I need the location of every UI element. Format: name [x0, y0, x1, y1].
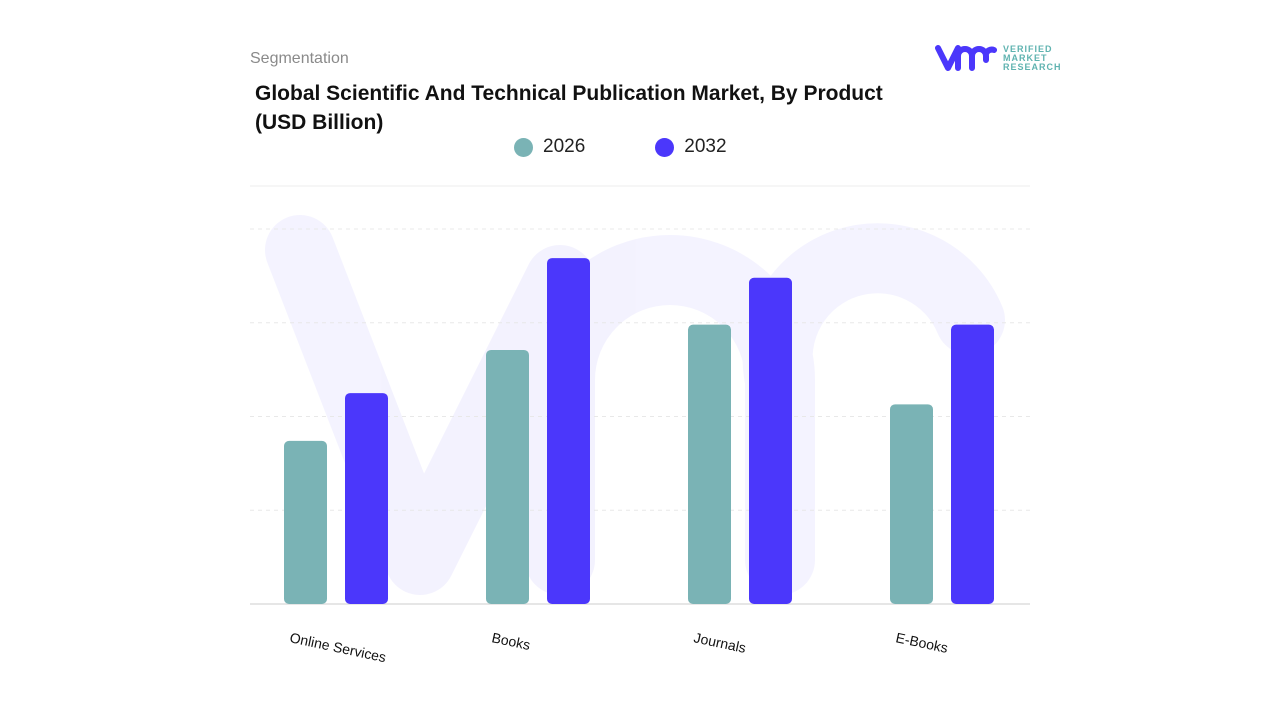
- bar-2026-journals: [688, 324, 731, 604]
- logo-line-1: VERIFIED: [1003, 43, 1053, 54]
- x-tick-label: E-Books: [894, 629, 949, 656]
- bar-2032-e-books: [951, 324, 994, 604]
- x-tick-label: Books: [490, 629, 531, 653]
- bar-2032-journals: [749, 277, 792, 604]
- bar-2032-books: [547, 258, 590, 604]
- x-tick-label: Online Services: [288, 629, 387, 665]
- logo-text: VERIFIED MARKET RESEARCH: [1003, 43, 1062, 72]
- logo: VERIFIED MARKET RESEARCH: [935, 44, 1062, 72]
- legend-swatch-2032: [655, 137, 675, 157]
- logo-line-2: MARKET: [1003, 52, 1048, 63]
- legend-label-2026: 2026: [543, 136, 586, 157]
- chart-title: Global Scientific And Technical Publicat…: [255, 82, 883, 134]
- legend: 2026 2032: [514, 136, 727, 158]
- bar-2026-online-services: [284, 440, 327, 604]
- segment-label: Segmentation: [250, 50, 349, 67]
- bar-2026-e-books: [890, 404, 933, 604]
- legend-label-2032: 2032: [684, 136, 727, 157]
- logo-line-3: RESEARCH: [1003, 61, 1062, 72]
- watermark-logo: [265, 215, 1005, 595]
- legend-item-2026: 2026: [514, 136, 585, 158]
- vmr-logo-icon: [935, 45, 997, 71]
- x-tick-label: Journals: [692, 629, 747, 656]
- bar-2026-books: [486, 349, 529, 604]
- legend-item-2032: 2032: [655, 136, 727, 158]
- bar-2032-online-services: [345, 393, 388, 604]
- legend-swatch-2026: [514, 137, 533, 157]
